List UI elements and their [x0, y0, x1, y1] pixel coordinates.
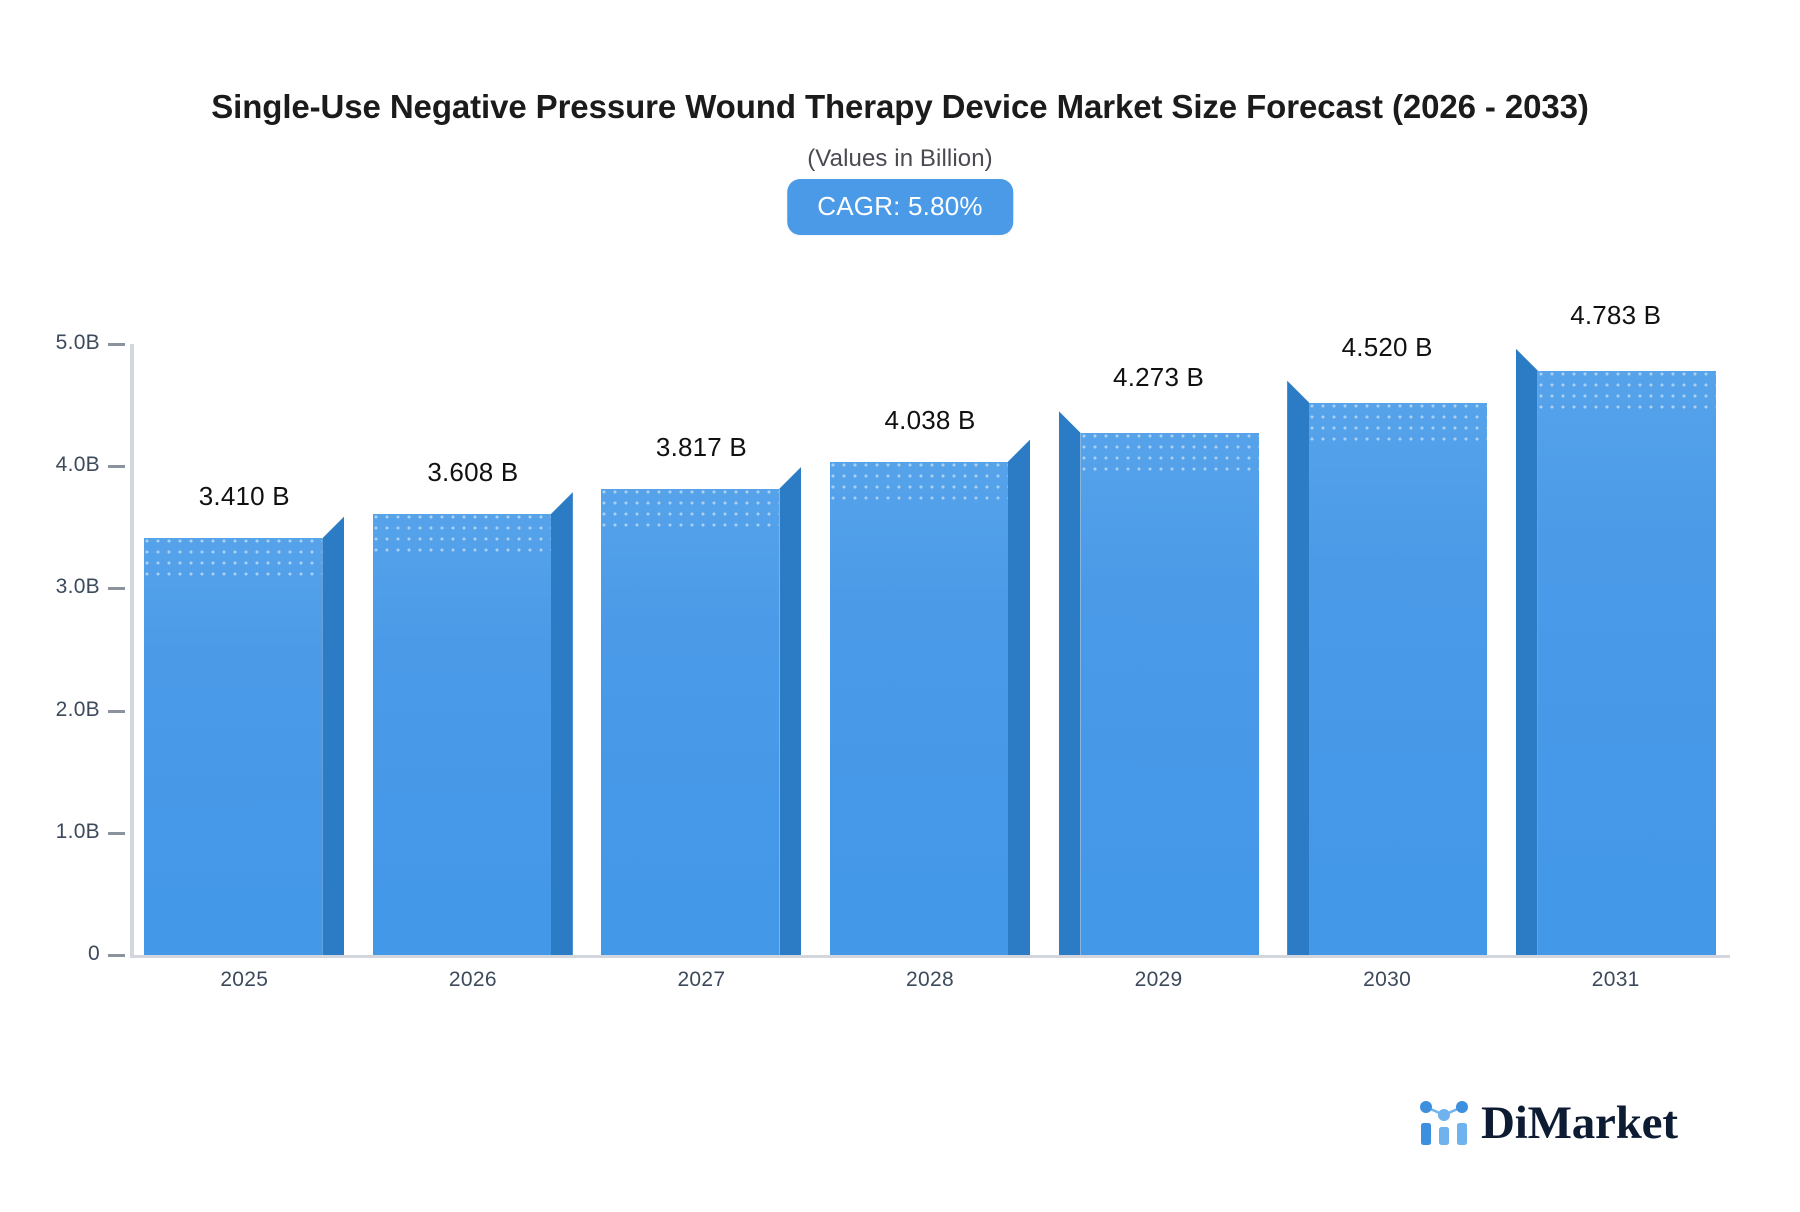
bar-side-panel	[322, 516, 345, 955]
x-axis-line	[130, 955, 1730, 958]
bar-side-panel	[1008, 439, 1030, 955]
y-axis-tick-mark	[108, 465, 125, 469]
bar-chart-logo-icon	[1418, 1096, 1470, 1151]
chart-subtitle: (Values in Billion)	[807, 144, 993, 172]
bar-texture	[1537, 370, 1716, 411]
y-axis-tick-label: 1.0B	[55, 819, 100, 843]
cagr-badge-container: CAGR: 5.80%	[0, 178, 1800, 235]
x-axis-tick-label: 2029	[1134, 968, 1183, 991]
bar-value-label: 4.038 B	[884, 404, 976, 435]
bar-side-panel	[550, 492, 573, 955]
y-axis-tick-label: 4.0B	[55, 453, 100, 477]
y-axis-tick-mark	[108, 954, 125, 957]
y-axis-tick-label: 0	[88, 942, 100, 965]
bar-value-label: 4.783 B	[1570, 299, 1662, 330]
bar-side-panel	[1515, 348, 1538, 955]
bar-side-panel	[779, 466, 802, 955]
x-axis-tick-label: 2030	[1363, 968, 1412, 991]
x-axis-tick-label: 2027	[677, 968, 726, 991]
x-axis-tick-label: 2025	[220, 968, 269, 991]
brand-name: DiMarket	[1481, 1097, 1678, 1149]
bar-value-label: 4.273 B	[1113, 361, 1205, 392]
page-title: Single-Use Negative Pressure Wound Thera…	[211, 88, 1589, 125]
x-axis-tick-label: 2026	[448, 968, 497, 991]
bar-side-panel	[1058, 410, 1081, 955]
bar-side-panel	[1287, 380, 1310, 955]
y-axis-tick-label: 5.0B	[55, 331, 100, 354]
y-axis-tick-mark	[108, 709, 125, 713]
bar-value-label: 4.520 B	[1341, 331, 1433, 362]
bar-value-label: 3.608 B	[427, 457, 519, 488]
bar-face	[1537, 370, 1716, 955]
brand-logo: DiMarket	[1418, 1096, 1678, 1151]
y-axis-tick-mark	[108, 587, 125, 591]
y-axis-tick-mark	[108, 831, 125, 835]
bar-2031[interactable]: 4.783 B	[0, 300, 1800, 955]
y-axis-line	[130, 344, 134, 955]
cagr-badge: CAGR: 5.80%	[787, 178, 1013, 235]
x-axis-tick-label: 2028	[906, 968, 954, 991]
chart-header: Single-Use Negative Pressure Wound Thera…	[0, 86, 1800, 235]
bar-value-label: 3.410 B	[198, 481, 290, 512]
y-axis-tick-label: 3.0B	[55, 575, 100, 599]
y-axis-tick-label: 2.0B	[55, 697, 100, 721]
y-axis-tick-mark	[108, 343, 125, 346]
x-axis-tick-label: 2031	[1591, 968, 1640, 991]
bar-value-label: 3.817 B	[655, 431, 747, 462]
